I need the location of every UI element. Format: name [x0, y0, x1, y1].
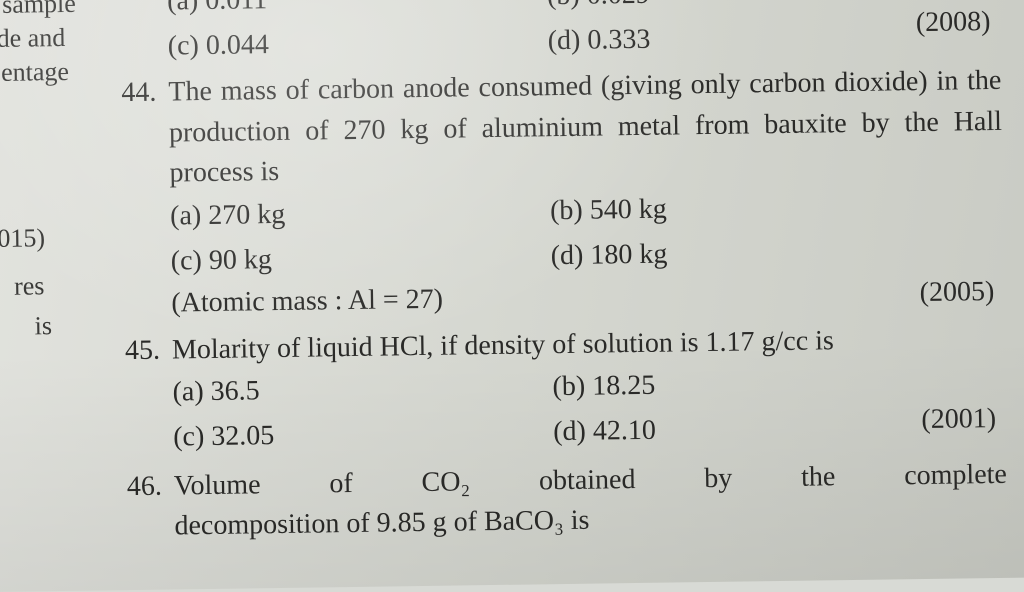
question-number: 45.	[105, 330, 173, 372]
question-stem: The mass of carbon anode consumed (givin…	[168, 61, 1024, 195]
option-b: (b) 540 kg	[550, 184, 931, 234]
margin-text: res	[14, 267, 45, 305]
margin-text: de and	[0, 19, 66, 58]
question-number: 46.	[107, 466, 175, 508]
question-44: 44. The mass of carbon anode consumed (g…	[101, 61, 1024, 196]
q45-options: (a) 36.5 (b) 18.25 (c) 32.05 (d) 42.10 (…	[105, 359, 1024, 461]
option-c: (c) 90 kg	[170, 234, 551, 284]
option-c: (c) 32.05	[173, 410, 554, 460]
question-number: 44.	[101, 73, 170, 196]
atomic-mass-note: (Atomic mass : Al = 27)	[171, 284, 443, 319]
main-column: (a) 0.011 (b) 0.029 (c) 0.044 (d) 0.333 …	[100, 0, 1024, 548]
textbook-page: sample de and entage 015) res is (a) 0.0…	[0, 0, 1024, 592]
margin-text: is	[34, 307, 52, 345]
year-tag: (2005)	[919, 272, 994, 314]
option-b: (b) 18.25	[552, 360, 933, 410]
option-d: (d) 42.10	[553, 406, 814, 454]
year-tag: (2001)	[921, 399, 996, 441]
margin-text: entage	[1, 53, 69, 92]
option-d: (d) 0.333	[547, 15, 808, 63]
q43-options-partial: (a) 0.011 (b) 0.029 (c) 0.044 (d) 0.333 …	[100, 0, 1024, 70]
option-d: (d) 180 kg	[550, 228, 931, 278]
option-a: (a) 270 kg	[170, 189, 551, 239]
option-c: (c) 0.044	[167, 19, 548, 69]
option-a: (a) 36.5	[172, 366, 553, 416]
q44-options: (a) 270 kg (b) 540 kg (c) 90 kg (d) 180 …	[103, 182, 1024, 284]
margin-text: 015)	[0, 219, 45, 257]
year-tag: (2008)	[916, 2, 991, 44]
